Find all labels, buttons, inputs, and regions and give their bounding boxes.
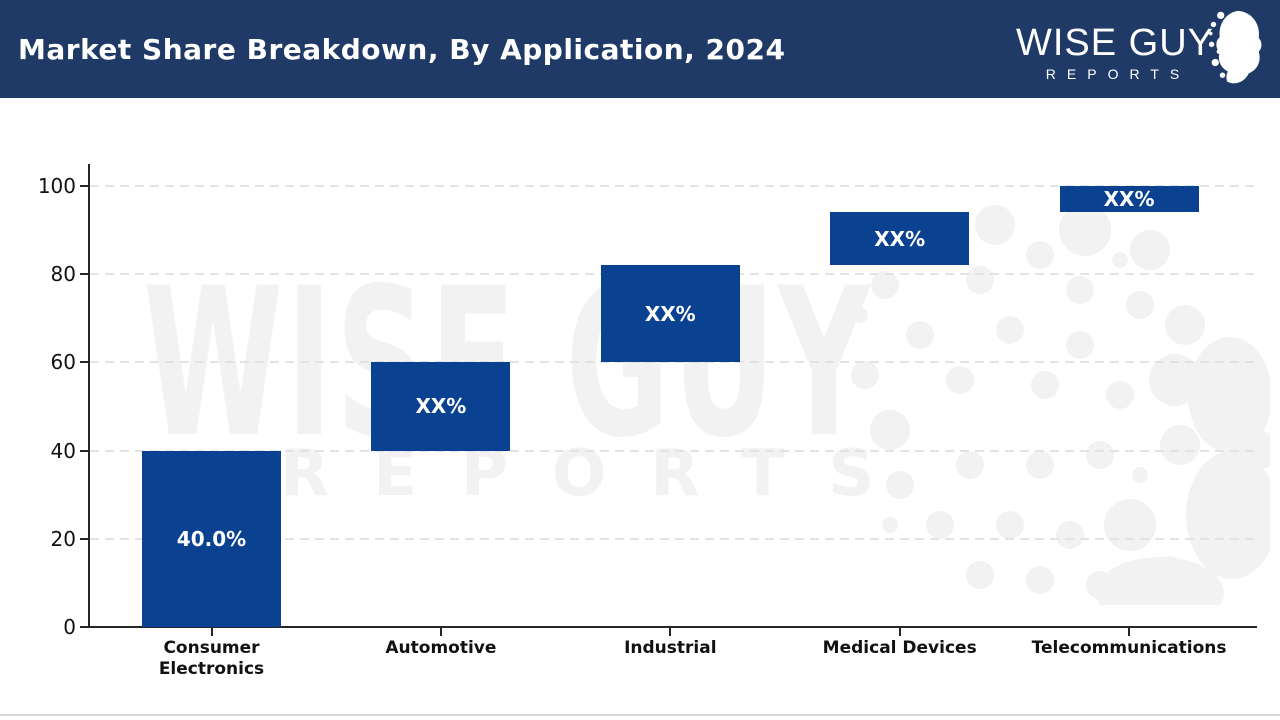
- watermark-subtitle: REPORTS: [280, 437, 919, 511]
- bar-automotive: XX%: [371, 362, 511, 451]
- gridline-60: [90, 361, 1256, 364]
- bar-medical-devices: XX%: [830, 212, 970, 266]
- bar-value-label: 40.0%: [176, 526, 247, 551]
- x-tick-label: Consumer Electronics: [158, 638, 265, 679]
- bar-value-label: XX%: [874, 226, 926, 251]
- x-axis-line: [88, 626, 1257, 628]
- y-tick-label: 40: [50, 438, 76, 463]
- y-tick-label: 100: [37, 174, 76, 198]
- logo-wordmark: WISE GUY: [1016, 22, 1215, 64]
- y-tick-mark: [80, 449, 89, 452]
- x-tick-mark: [1128, 628, 1131, 636]
- y-axis-line: [88, 164, 90, 628]
- gridline-40: [90, 449, 1256, 452]
- x-tick-mark: [898, 628, 901, 636]
- x-tick-mark: [210, 628, 213, 636]
- y-tick-mark: [80, 361, 89, 364]
- x-tick-mark: [439, 628, 442, 636]
- y-tick-mark: [80, 537, 89, 540]
- bar-telecommunications: XX%: [1059, 186, 1199, 213]
- header-bar: Market Share Breakdown, By Application, …: [0, 0, 1280, 98]
- logo-head-icon: [1208, 10, 1262, 84]
- x-tick-label: Medical Devices: [822, 638, 977, 658]
- bar-value-label: XX%: [415, 394, 467, 419]
- x-tick-label: Automotive: [385, 638, 497, 658]
- y-tick-label: 0: [63, 615, 76, 639]
- y-tick-label: 60: [50, 350, 76, 375]
- y-tick-mark: [80, 273, 89, 276]
- y-tick-mark: [80, 185, 89, 187]
- bar-value-label: XX%: [1103, 187, 1155, 212]
- x-tick-mark: [669, 628, 672, 636]
- bar-consumer-electronics: 40.0%: [142, 450, 281, 627]
- wise-guy-logo: WISE GUY REPORTS: [1016, 6, 1266, 92]
- x-tick-label: Telecommunications: [1031, 638, 1227, 658]
- y-tick-label: 20: [50, 526, 76, 551]
- gridline-100: [90, 185, 1256, 187]
- bottom-border: [0, 714, 1280, 716]
- y-tick-label: 80: [50, 262, 76, 287]
- page-title: Market Share Breakdown, By Application, …: [18, 33, 786, 66]
- x-tick-label: Industrial: [624, 638, 717, 658]
- bar-value-label: XX%: [644, 301, 696, 326]
- logo-text: WISE GUY REPORTS: [1016, 22, 1215, 82]
- bar-industrial: XX%: [600, 265, 740, 363]
- gridline-20: [90, 537, 1256, 540]
- y-tick-mark: [80, 626, 89, 628]
- watermark-face-icon: [851, 204, 1270, 605]
- logo-subtitle: REPORTS: [1045, 66, 1191, 82]
